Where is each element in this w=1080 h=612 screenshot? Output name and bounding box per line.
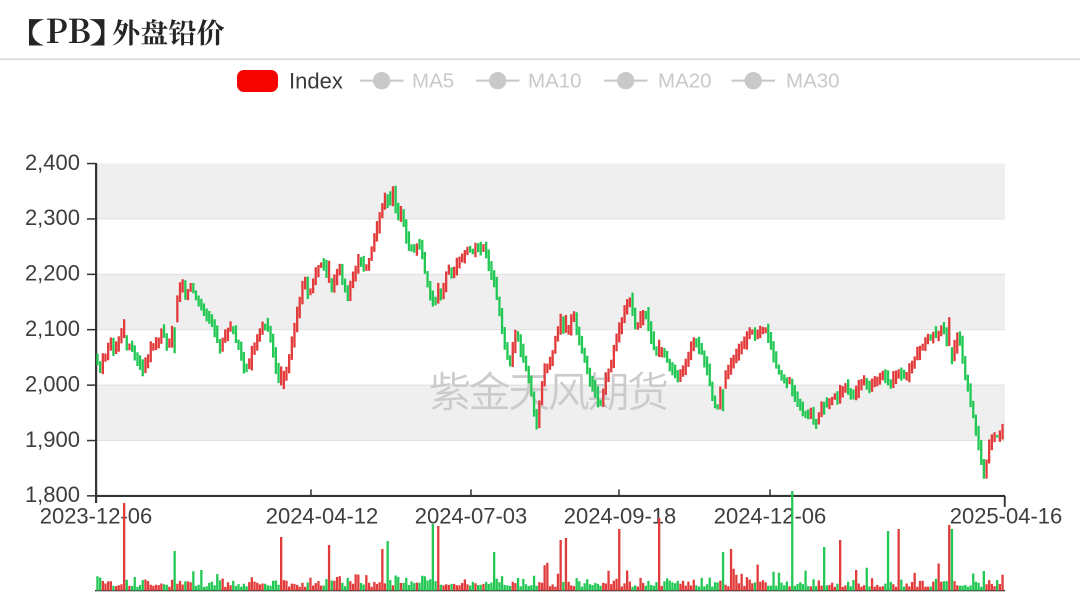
svg-text:2,200: 2,200 (25, 261, 80, 286)
svg-text:2,300: 2,300 (25, 205, 80, 230)
svg-text:MA5: MA5 (412, 70, 454, 93)
svg-text:2025-04-16: 2025-04-16 (950, 504, 1063, 529)
svg-text:MA30: MA30 (786, 70, 840, 93)
svg-text:2024-07-03: 2024-07-03 (415, 504, 528, 529)
svg-text:2024-12-06: 2024-12-06 (714, 504, 827, 529)
svg-text:Index: Index (289, 69, 343, 94)
svg-text:2024-09-18: 2024-09-18 (564, 504, 677, 529)
svg-text:1,800: 1,800 (25, 482, 80, 507)
svg-text:2024-04-12: 2024-04-12 (266, 504, 379, 529)
svg-text:2023-12-06: 2023-12-06 (40, 504, 153, 529)
svg-text:2,100: 2,100 (25, 316, 80, 341)
svg-text:2,400: 2,400 (25, 150, 80, 175)
svg-text:2,000: 2,000 (25, 371, 80, 396)
svg-text:MA10: MA10 (528, 70, 582, 93)
svg-text:MA20: MA20 (658, 70, 712, 93)
svg-text:1,900: 1,900 (25, 427, 80, 452)
